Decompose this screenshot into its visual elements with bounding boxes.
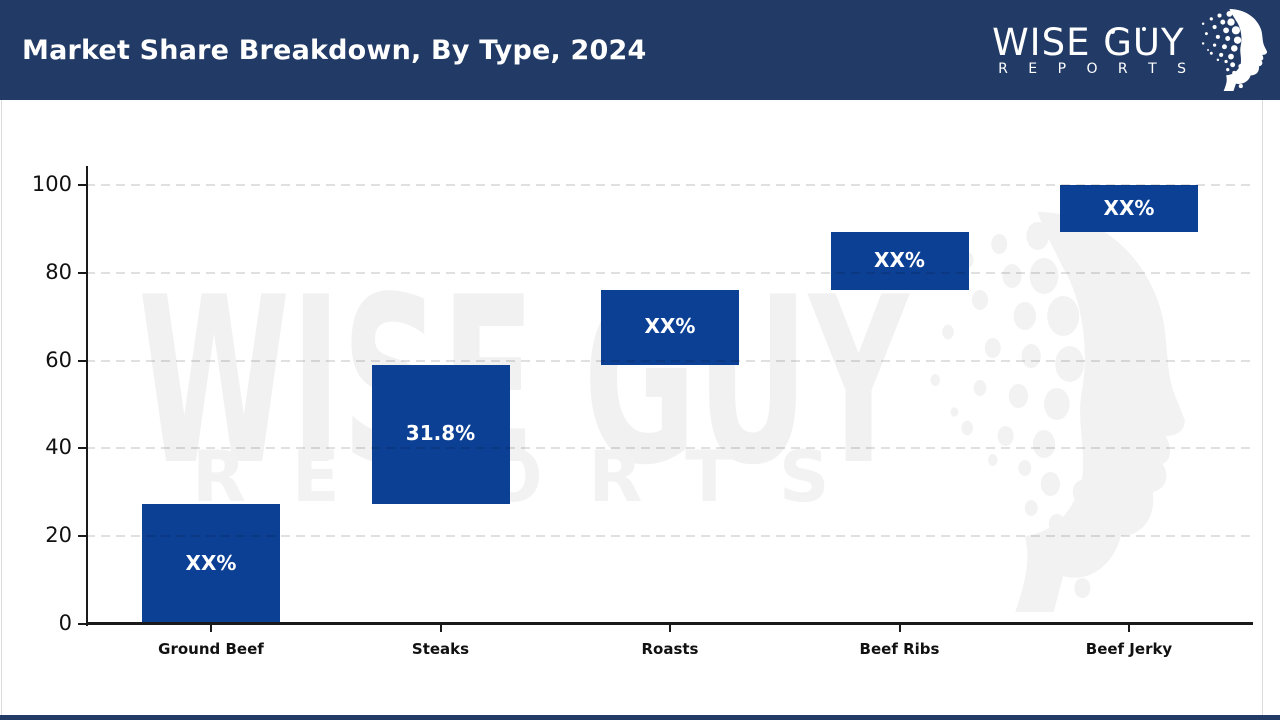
- y-tick-20: [78, 535, 86, 538]
- watermark-text-reports: REPORTS: [192, 436, 876, 518]
- y-tick-60: [78, 359, 86, 362]
- bar-ground-beef: [142, 504, 280, 624]
- y-tick-label-40: 40: [45, 435, 72, 460]
- y-tick-label-20: 20: [45, 523, 72, 548]
- x-axis-spine: [86, 622, 1253, 625]
- x-axis-label-steaks: Steaks: [411, 640, 470, 658]
- bar-roasts: [601, 289, 739, 365]
- x-tick-beef-ribs: [898, 625, 901, 632]
- x-axis-label-beef-jerky: Beef Jerky: [1085, 640, 1173, 658]
- gridline-40: [86, 447, 1253, 450]
- bar-beef-ribs: [830, 232, 969, 290]
- y-axis-spine: [86, 166, 88, 626]
- x-tick-ground-beef: [210, 625, 212, 632]
- logo-dot-icon: [1110, 28, 1116, 34]
- y-tick-40: [78, 447, 86, 450]
- brand-logo-line1: WISE GUY: [992, 20, 1185, 64]
- bar-beef-jerky: [1060, 185, 1198, 233]
- watermark-text-wiseguy: WISE GUY: [138, 249, 909, 516]
- y-tick-label-0: 0: [58, 611, 72, 635]
- bar-value-label-beef-jerky: XX%: [1103, 195, 1155, 220]
- header-banner: Market Share Breakdown, By Type, 2024 WI…: [0, 0, 1280, 100]
- bar-value-label-ground-beef: XX%: [185, 551, 237, 576]
- x-axis-label-roasts: Roasts: [641, 640, 699, 658]
- y-tick-label-60: 60: [45, 347, 72, 372]
- brand-logo-line2: R E P O R T S: [998, 61, 1194, 78]
- brand-head-dots-icon: [1201, 9, 1268, 91]
- bar-value-label-steaks: 31.8%: [405, 421, 476, 446]
- y-tick-label-80: 80: [45, 259, 72, 284]
- bar-value-label-roasts: XX%: [644, 314, 696, 339]
- left-frame-line: [1, 100, 2, 715]
- footer-accent-bar: [0, 715, 1280, 720]
- x-tick-roasts: [669, 625, 671, 632]
- y-tick-80: [78, 271, 86, 274]
- x-axis-label-ground-beef: Ground Beef: [158, 640, 264, 658]
- gridline-60: [86, 359, 1253, 362]
- gridline-20: [86, 535, 1253, 538]
- gridline-80: [86, 271, 1253, 274]
- y-tick-0: [78, 623, 86, 625]
- logo-dot-icon: [1142, 26, 1147, 31]
- y-tick-100: [78, 184, 86, 186]
- page-title: Market Share Breakdown, By Type, 2024: [22, 34, 647, 66]
- y-tick-label-100: 100: [31, 172, 72, 196]
- x-tick-beef-jerky: [1128, 625, 1130, 632]
- bar-value-label-beef-ribs: XX%: [874, 248, 925, 273]
- brand-logo-text: WISE GUY R E P O R T S: [992, 20, 1194, 78]
- right-frame-line: [1262, 100, 1263, 715]
- x-tick-steaks: [439, 625, 442, 632]
- brand-logo: WISE GUY R E P O R T S: [992, 0, 1272, 100]
- x-axis-label-beef-ribs: Beef Ribs: [859, 640, 940, 658]
- bar-steaks: [371, 364, 510, 505]
- gridline-100: [86, 184, 1253, 186]
